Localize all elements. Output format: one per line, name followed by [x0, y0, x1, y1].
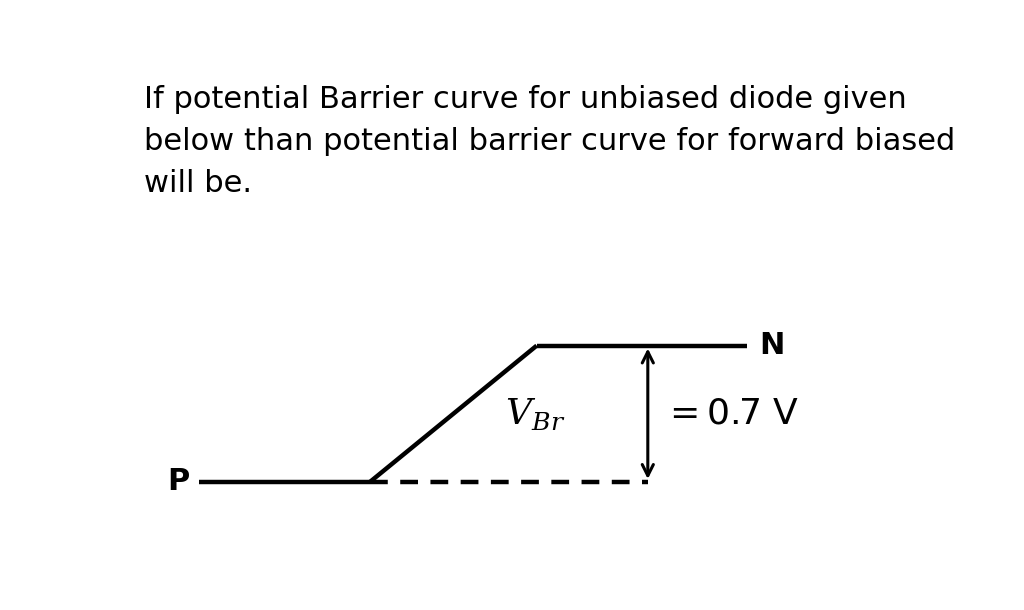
- Text: P: P: [168, 467, 189, 497]
- Text: $= 0.7\ \mathdefault{V}$: $= 0.7\ \mathdefault{V}$: [663, 396, 800, 431]
- Text: N: N: [759, 331, 784, 360]
- Text: will be.: will be.: [143, 170, 252, 198]
- Text: If potential Barrier curve for unbiased diode given: If potential Barrier curve for unbiased …: [143, 85, 906, 114]
- Text: below than potential barrier curve for forward biased: below than potential barrier curve for f…: [143, 127, 955, 156]
- Text: $\mathdefault{V}_{\mathdefault{Br}}$: $\mathdefault{V}_{\mathdefault{Br}}$: [505, 396, 565, 432]
